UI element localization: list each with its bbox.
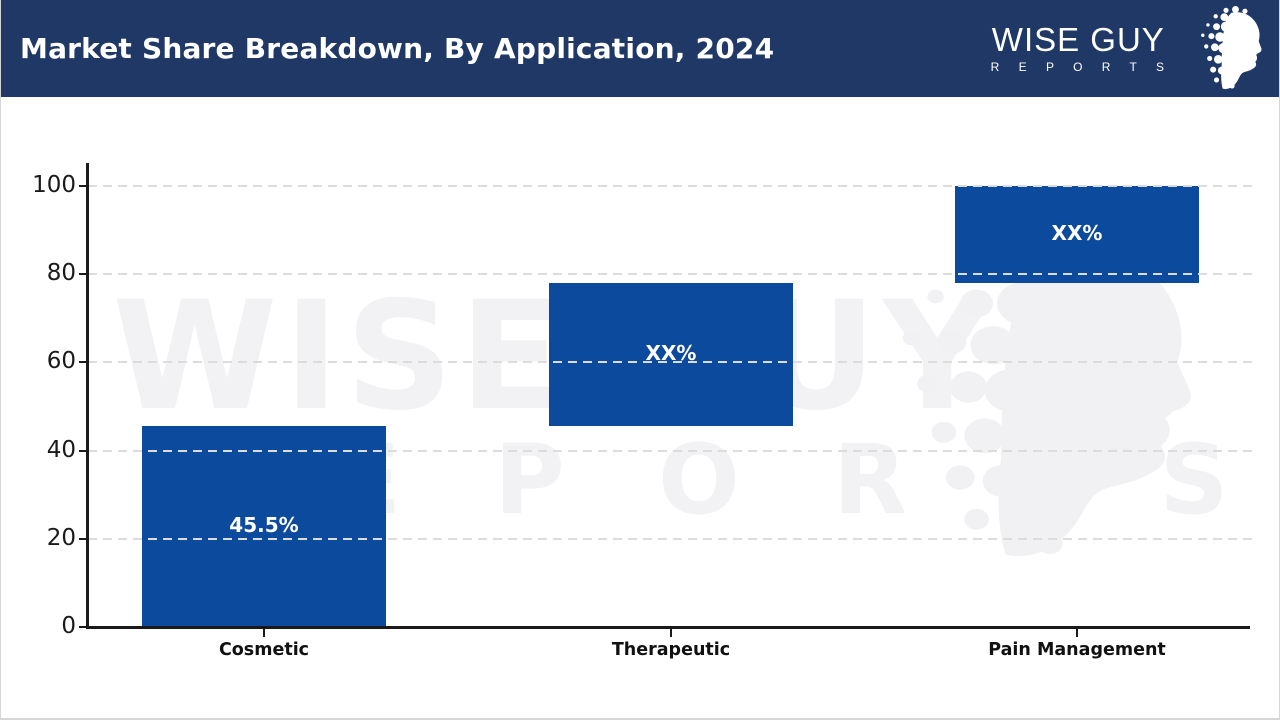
y-axis-line xyxy=(86,163,89,629)
wiseguy-logo: WISE GUY R E P O R T S xyxy=(985,5,1266,92)
y-tick-label: 20 xyxy=(46,524,76,551)
y-tick-label: 100 xyxy=(32,172,76,198)
logo-subtitle: R E P O R T S xyxy=(990,60,1172,74)
y-gridline xyxy=(88,185,1253,187)
x-tick-mark xyxy=(1076,628,1078,637)
wiseguy-logo-text: WISE GUY R E P O R T S xyxy=(985,23,1172,74)
y-tick-label: 60 xyxy=(46,348,76,375)
x-axis-line xyxy=(86,626,1250,629)
x-tick-label-therapeutic: Therapeutic xyxy=(611,640,731,660)
bar-therapeutic xyxy=(549,283,793,427)
y-tick-mark xyxy=(79,449,88,452)
y-gridline xyxy=(88,449,1253,452)
y-gridline xyxy=(88,273,1253,276)
wiseguy-face-icon xyxy=(1201,5,1262,89)
x-tick-label-pain-management: Pain Management xyxy=(988,640,1166,660)
y-tick-label: 0 xyxy=(61,613,76,639)
y-gridline xyxy=(88,361,1253,364)
logo-wordmark: WISE GUY xyxy=(991,21,1165,58)
y-tick-mark xyxy=(79,537,88,540)
bar-value-label: XX% xyxy=(645,340,697,365)
bar-cosmetic xyxy=(142,426,386,627)
x-tick-mark xyxy=(670,628,672,637)
chart-title: Market Share Breakdown, By Application, … xyxy=(20,32,775,65)
y-tick-mark xyxy=(79,626,88,628)
y-gridline xyxy=(88,537,1253,540)
y-tick-mark xyxy=(79,361,88,364)
y-tick-label: 40 xyxy=(46,436,76,463)
x-tick-mark xyxy=(263,628,265,637)
y-tick-mark xyxy=(79,185,88,187)
x-tick-label-cosmetic: Cosmetic xyxy=(218,640,310,660)
bar-value-label: 45.5% xyxy=(229,512,299,537)
bar-value-label: XX% xyxy=(1051,220,1103,245)
y-tick-label: 80 xyxy=(46,260,76,287)
bar-pain-management xyxy=(955,186,1199,284)
header: Market Share Breakdown, By Application, … xyxy=(0,0,1280,97)
y-tick-mark xyxy=(79,273,88,276)
